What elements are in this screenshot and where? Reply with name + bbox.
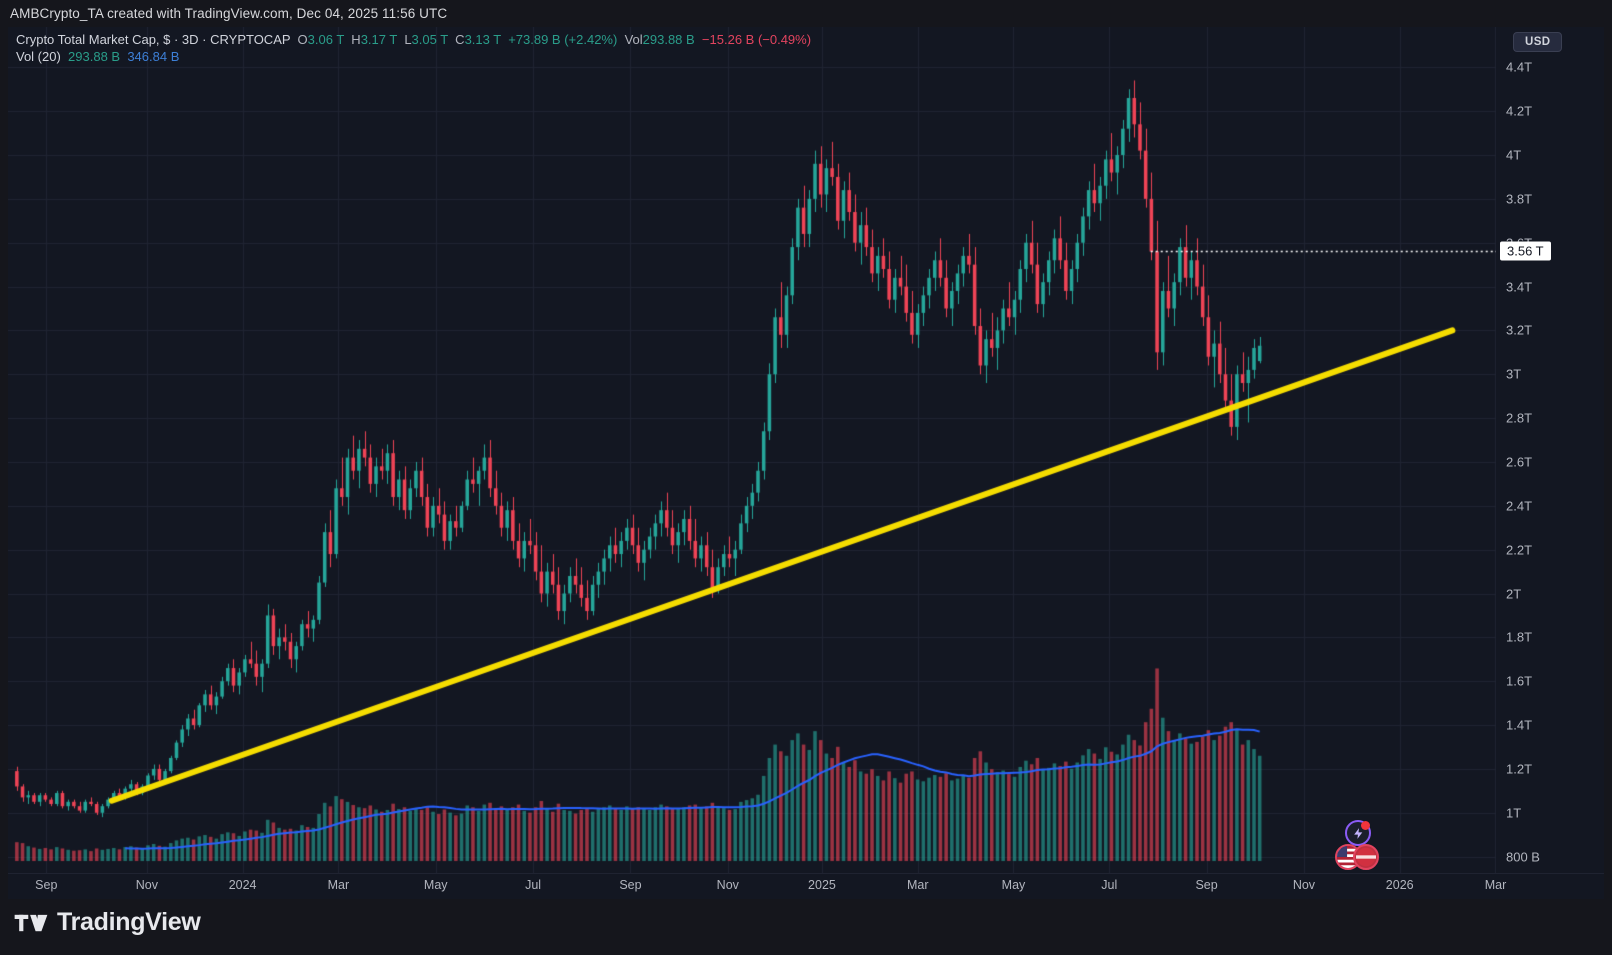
alert-button[interactable] [1345,820,1371,846]
time-tick: May [423,878,448,892]
currency-badge[interactable]: USD [1513,32,1563,52]
attribution-bar: AMBCrypto_TA created with TradingView.co… [0,0,1612,27]
time-tick: 2024 [228,878,257,892]
time-scale[interactable]: Sep Nov 2024 Mar May Jul Sep Nov 2025 Mar May Jul Se… [8,873,1604,899]
time-tick: Sep [1195,878,1218,892]
time-tick: Sep [619,878,642,892]
time-tick: Mar [906,878,929,892]
price-tick: 2T [1506,586,1522,601]
time-tick: Mar [327,878,350,892]
price-tick: 1.6T [1506,673,1533,689]
candlestick-plot-canvas[interactable] [8,27,1604,873]
price-tick: 2.8T [1506,410,1533,426]
time-tick: Jul [525,878,542,892]
attribution-text: AMBCrypto_TA created with TradingView.co… [10,6,448,21]
time-tick: Mar [1484,878,1507,892]
price-tick: 1.8T [1506,629,1533,645]
price-tick: 2.6T [1506,454,1533,470]
chart-widget-badges[interactable] [1333,820,1393,872]
price-tick: 3T [1506,366,1522,382]
price-tick: 4.4T [1506,59,1533,75]
time-tick: Nov [1292,878,1316,892]
time-tick: 2026 [1385,878,1414,892]
time-tick: 2025 [808,878,836,892]
time-tick: Sep [35,878,58,892]
red-circle-icon [1356,847,1376,867]
price-tick: 3.8T [1506,191,1533,207]
alert-notification-dot [1361,821,1370,830]
secondary-market-button[interactable] [1353,844,1379,870]
price-tick: 4.2T [1506,103,1533,119]
price-tick: 1.2T [1506,761,1533,777]
tradingview-logo-icon [14,914,48,931]
chart-pane[interactable]: Crypto Total Market Cap, $ · 3D · CRYPTO… [8,27,1604,873]
price-tick: 1.4T [1506,717,1533,733]
price-tick: 3.2T [1506,322,1533,338]
time-tick: May [1001,878,1026,892]
time-tick: Nov [716,878,739,892]
tradingview-footer: TradingView [14,908,201,937]
price-scale[interactable]: USD 4.4T4.2T4T3.8T3.6T3.4T3.2T3T2.8T2.6T… [1496,27,1604,873]
price-tick: 3.4T [1506,279,1533,295]
time-tick: Nov [135,878,158,892]
price-tick: 800 B [1506,849,1540,865]
price-tick: 2.2T [1506,542,1533,558]
time-tick: Jul [1101,878,1118,892]
price-tick: 4T [1506,147,1522,163]
price-tick: 1T [1506,805,1522,821]
lightning-bolt-icon [1353,827,1362,839]
current-price-marker: 3.56 T [1500,241,1551,261]
tradingview-wordmark: TradingView [57,908,201,936]
price-tick: 2.4T [1506,498,1533,514]
